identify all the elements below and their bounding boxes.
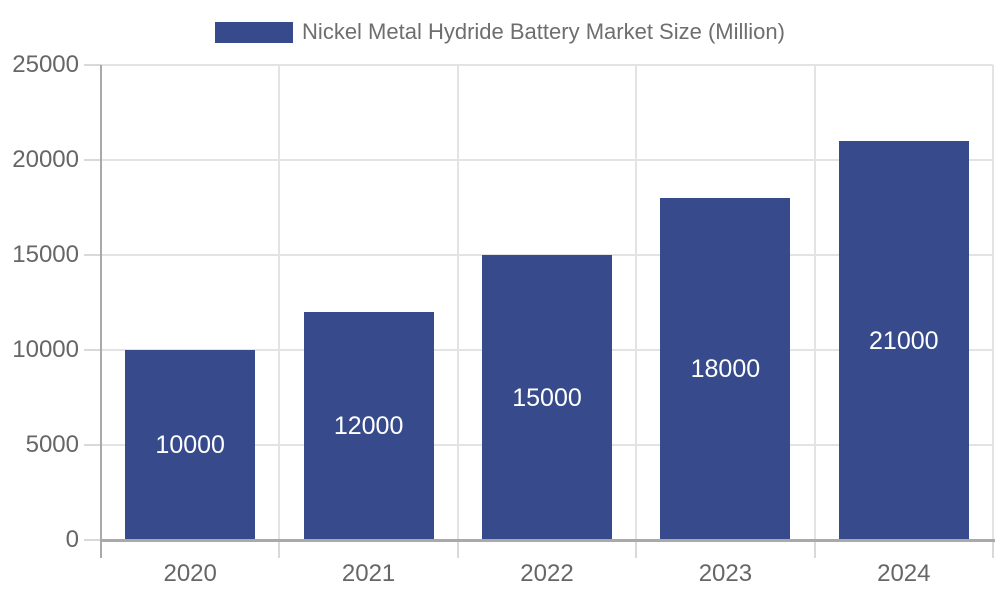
y-axis-tick-label: 15000 (12, 241, 79, 268)
vertical-gridline (278, 65, 281, 540)
y-axis-tick (84, 159, 101, 161)
bar-value-label: 12000 (333, 412, 404, 440)
vertical-gridline (635, 65, 638, 540)
bar (660, 198, 791, 540)
bar (303, 312, 434, 540)
y-axis-tick-label: 0 (65, 526, 79, 553)
legend-swatch (215, 21, 294, 43)
x-axis-tick (813, 540, 816, 558)
y-axis-tick-label: 5000 (25, 431, 79, 458)
legend-label: Nickel Metal Hydride Battery Market Size… (302, 19, 785, 44)
x-axis-tick-label: 2021 (341, 560, 396, 587)
legend[interactable]: Nickel Metal Hydride Battery Market Size… (0, 12, 1000, 52)
bar (838, 141, 969, 540)
y-axis-tick-label: 20000 (12, 146, 79, 173)
y-axis-tick (84, 349, 101, 351)
y-axis-tick-label: 10000 (12, 336, 79, 363)
bar (482, 255, 612, 540)
y-axis-line (100, 65, 102, 558)
y-axis-tick (84, 539, 101, 541)
y-axis-tick (84, 64, 101, 66)
bar (125, 350, 256, 540)
x-axis-tick (992, 540, 994, 558)
x-axis-tick-label: 2024 (877, 560, 931, 587)
x-axis-tick (635, 540, 638, 558)
vertical-gridline (813, 65, 816, 540)
vertical-gridline (456, 65, 459, 540)
y-axis-tick (84, 254, 101, 256)
x-axis-tick-label: 2020 (163, 560, 217, 587)
x-axis-tick-label: 2023 (698, 560, 753, 587)
bar-value-label: 21000 (869, 326, 939, 355)
y-axis-tick (84, 444, 101, 446)
bar-value-label: 18000 (690, 355, 761, 383)
horizontal-gridline (101, 159, 993, 161)
bar-value-label: 10000 (155, 431, 225, 459)
vertical-gridline (992, 65, 994, 540)
x-axis-tick-label: 2022 (520, 560, 574, 587)
horizontal-gridline (101, 64, 993, 66)
y-axis-tick-label: 25000 (12, 51, 79, 78)
x-axis-tick (278, 540, 281, 558)
bar-value-label: 15000 (512, 383, 582, 412)
x-axis-tick (456, 540, 459, 558)
x-axis-line (100, 539, 995, 542)
